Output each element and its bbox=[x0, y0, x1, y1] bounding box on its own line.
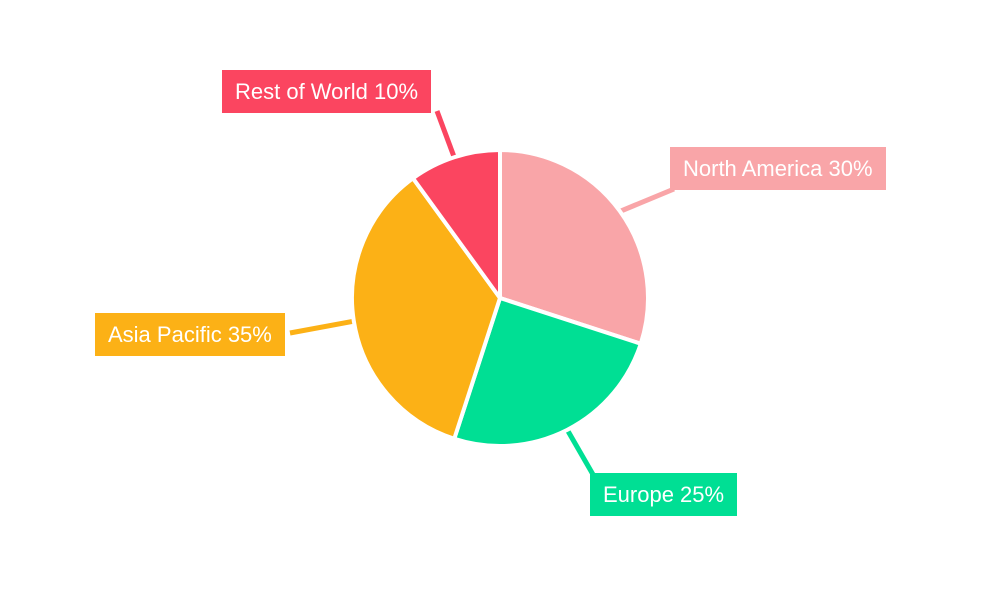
leader-line-asia-pacific bbox=[289, 318, 357, 336]
pie-slice-north-america bbox=[498, 148, 650, 346]
pie-slice-asia-pacific bbox=[350, 176, 502, 441]
leader-line-europe bbox=[564, 426, 598, 480]
pie-slice-rest-of-world bbox=[411, 148, 502, 300]
pie-slice-europe bbox=[452, 296, 643, 448]
slice-label-rest-of-world: Rest of World 10% bbox=[222, 70, 432, 113]
slice-label-asia-pacific: Asia Pacific 35% bbox=[95, 313, 285, 356]
slice-label-europe: Europe 25% bbox=[590, 473, 738, 516]
leader-line-rest-of-world bbox=[434, 110, 458, 161]
slice-label-north-america: North America 30% bbox=[670, 147, 886, 190]
leader-line-north-america bbox=[617, 186, 675, 215]
